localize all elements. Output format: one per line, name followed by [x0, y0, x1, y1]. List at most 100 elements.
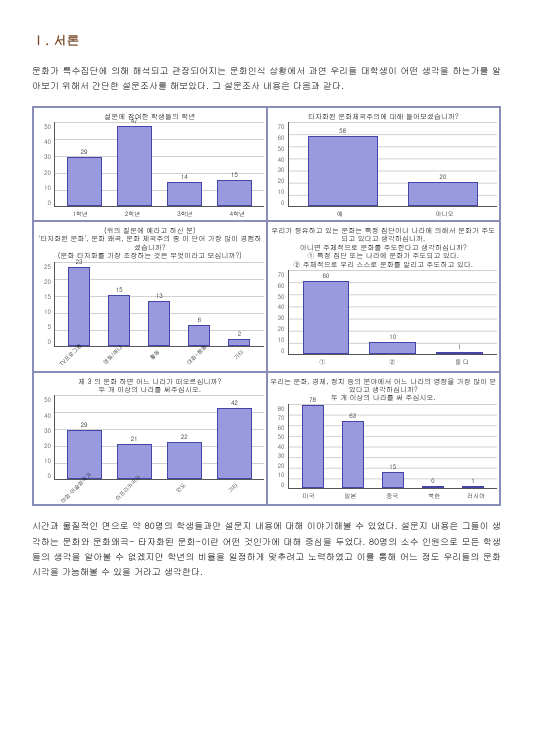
bar	[369, 342, 416, 354]
bar-group: 15	[209, 170, 259, 206]
y-tick: 50	[36, 395, 51, 404]
chart-cell-1: 타자화된 문화제국주의에 대해 들어보셨습니까?0102030405060705…	[267, 107, 501, 221]
bar-group: 63	[333, 411, 373, 488]
y-tick: 40	[270, 155, 285, 164]
y-tick: 0	[36, 337, 51, 346]
y-axis: 0510152025	[36, 262, 54, 347]
y-tick: 30	[36, 152, 51, 161]
bar	[342, 421, 364, 488]
y-tick: 40	[36, 137, 51, 146]
y-tick: 20	[270, 324, 285, 333]
bar-value-label: 58	[339, 126, 346, 135]
y-tick: 10	[36, 456, 51, 465]
y-tick: 50	[270, 432, 285, 441]
bar-value-label: 42	[231, 398, 238, 407]
bar	[217, 180, 252, 206]
bar-value-label: 13	[156, 291, 163, 300]
x-tick-label: 둘 다	[427, 357, 497, 366]
bar	[108, 295, 130, 346]
bar-value-label: 63	[349, 411, 356, 420]
section-title: Ⅰ. 서론	[32, 30, 501, 49]
y-tick: 70	[270, 122, 285, 131]
bar-value-label: 2	[238, 329, 241, 338]
chart-plot-area: 0102030405060705820	[270, 122, 498, 207]
x-tick-label: 3학년	[159, 209, 211, 218]
bar-value-label: 23	[76, 257, 83, 266]
y-tick: 50	[270, 144, 285, 153]
y-tick: 10	[270, 187, 285, 196]
chart-cell-5: 우리는 문화, 경제, 정치 등의 분야에서 어느 나라의 영향을 가장 많이 …	[267, 372, 501, 506]
bar-group: 23	[59, 257, 99, 345]
y-tick: 60	[270, 423, 285, 432]
y-tick: 50	[270, 292, 285, 301]
bar-group: 78	[293, 395, 333, 488]
y-tick: 70	[270, 270, 285, 279]
x-axis-labels: 미국일본중국북한러시아	[288, 491, 498, 500]
y-tick: 10	[36, 183, 51, 192]
y-tick: 20	[270, 176, 285, 185]
bar-value-label: 14	[181, 172, 188, 181]
y-axis: 0 10 20 30 40 50	[36, 395, 54, 480]
bar-group: 20	[393, 172, 493, 206]
bar-group: 1	[426, 342, 493, 354]
bar	[67, 157, 102, 206]
y-tick: 40	[270, 302, 285, 311]
conclusion-paragraph: 시간과 물질적인 면으로 약 80명의 학생들과만 설문지 내용에 대해 이야기…	[32, 518, 501, 579]
y-tick: 20	[270, 461, 285, 470]
y-tick: 60	[270, 281, 285, 290]
x-tick-label: 북한	[413, 491, 455, 500]
x-axis-labels: 아랍·이슬람국가아프리카국가인도기타	[54, 482, 264, 502]
x-axis-labels: 예아니오	[288, 209, 498, 218]
x-axis-labels: ①②둘 다	[288, 357, 498, 366]
chart-cell-4: 제 3 의 문화 하면 어느 나라가 떠오르십니까?두 개 이상의 나라를 써주…	[33, 372, 267, 506]
y-tick: 50	[36, 122, 51, 131]
chart-plot-area: 051015202523151362	[36, 262, 264, 347]
bar	[303, 281, 350, 354]
bar-group: 14	[159, 172, 209, 206]
y-tick: 20	[36, 441, 51, 450]
bar-group: 29	[59, 420, 109, 479]
y-tick: 10	[270, 470, 285, 479]
chart-plot-area: 0102030405029212242	[36, 395, 264, 480]
y-tick: 20	[36, 168, 51, 177]
bar-value-label: 47	[131, 116, 138, 125]
bar-group: 13	[139, 291, 179, 345]
bar	[68, 267, 90, 345]
bar	[382, 472, 404, 488]
x-tick-label: ②	[357, 357, 427, 366]
y-tick: 20	[36, 277, 51, 286]
y-tick: 60	[270, 133, 285, 142]
bar	[462, 486, 484, 488]
y-tick: 40	[36, 411, 51, 420]
bar-group: 60	[293, 271, 360, 354]
bar-group: 29	[59, 147, 109, 206]
chart-plot-area: 0102030405060708078631501	[270, 404, 498, 489]
y-tick: 40	[270, 442, 285, 451]
y-tick: 30	[270, 313, 285, 322]
y-tick: 0	[270, 480, 285, 489]
bar	[436, 352, 483, 354]
chart-cell-2: (위의 질문에 예라고 하신 분)'타자화된 문화', 문화 왜곡, 문화 제국…	[33, 221, 267, 372]
bar-group: 1	[453, 476, 493, 488]
chart-title: 타자화된 문화제국주의에 대해 들어보셨습니까?	[270, 112, 498, 120]
x-tick-label: ①	[288, 357, 358, 366]
plot-region: 6010 1	[288, 270, 498, 355]
bar-group: 10	[359, 332, 426, 354]
bar-group: 15	[373, 462, 413, 488]
y-tick: 30	[36, 426, 51, 435]
chart-title: 제 3 의 문화 하면 어느 나라가 떠오르십니까?두 개 이상의 나라를 써주…	[36, 377, 264, 394]
y-tick: 25	[36, 262, 51, 271]
bar-value-label: 6	[198, 315, 201, 324]
bar-value-label: 15	[389, 462, 396, 471]
y-axis: 010203040506070	[270, 270, 288, 355]
plot-region: 29471415	[54, 122, 264, 207]
y-tick: 70	[270, 413, 285, 422]
bar	[302, 405, 324, 488]
y-axis: 010203040506070	[270, 122, 288, 207]
bar-value-label: 15	[231, 170, 238, 179]
bar	[308, 136, 378, 206]
chart-plot-area: 0102030405029471415	[36, 122, 264, 207]
bar-value-label: 1	[458, 342, 461, 351]
x-tick-label: 1학년	[54, 209, 106, 218]
y-tick: 0	[36, 471, 51, 480]
